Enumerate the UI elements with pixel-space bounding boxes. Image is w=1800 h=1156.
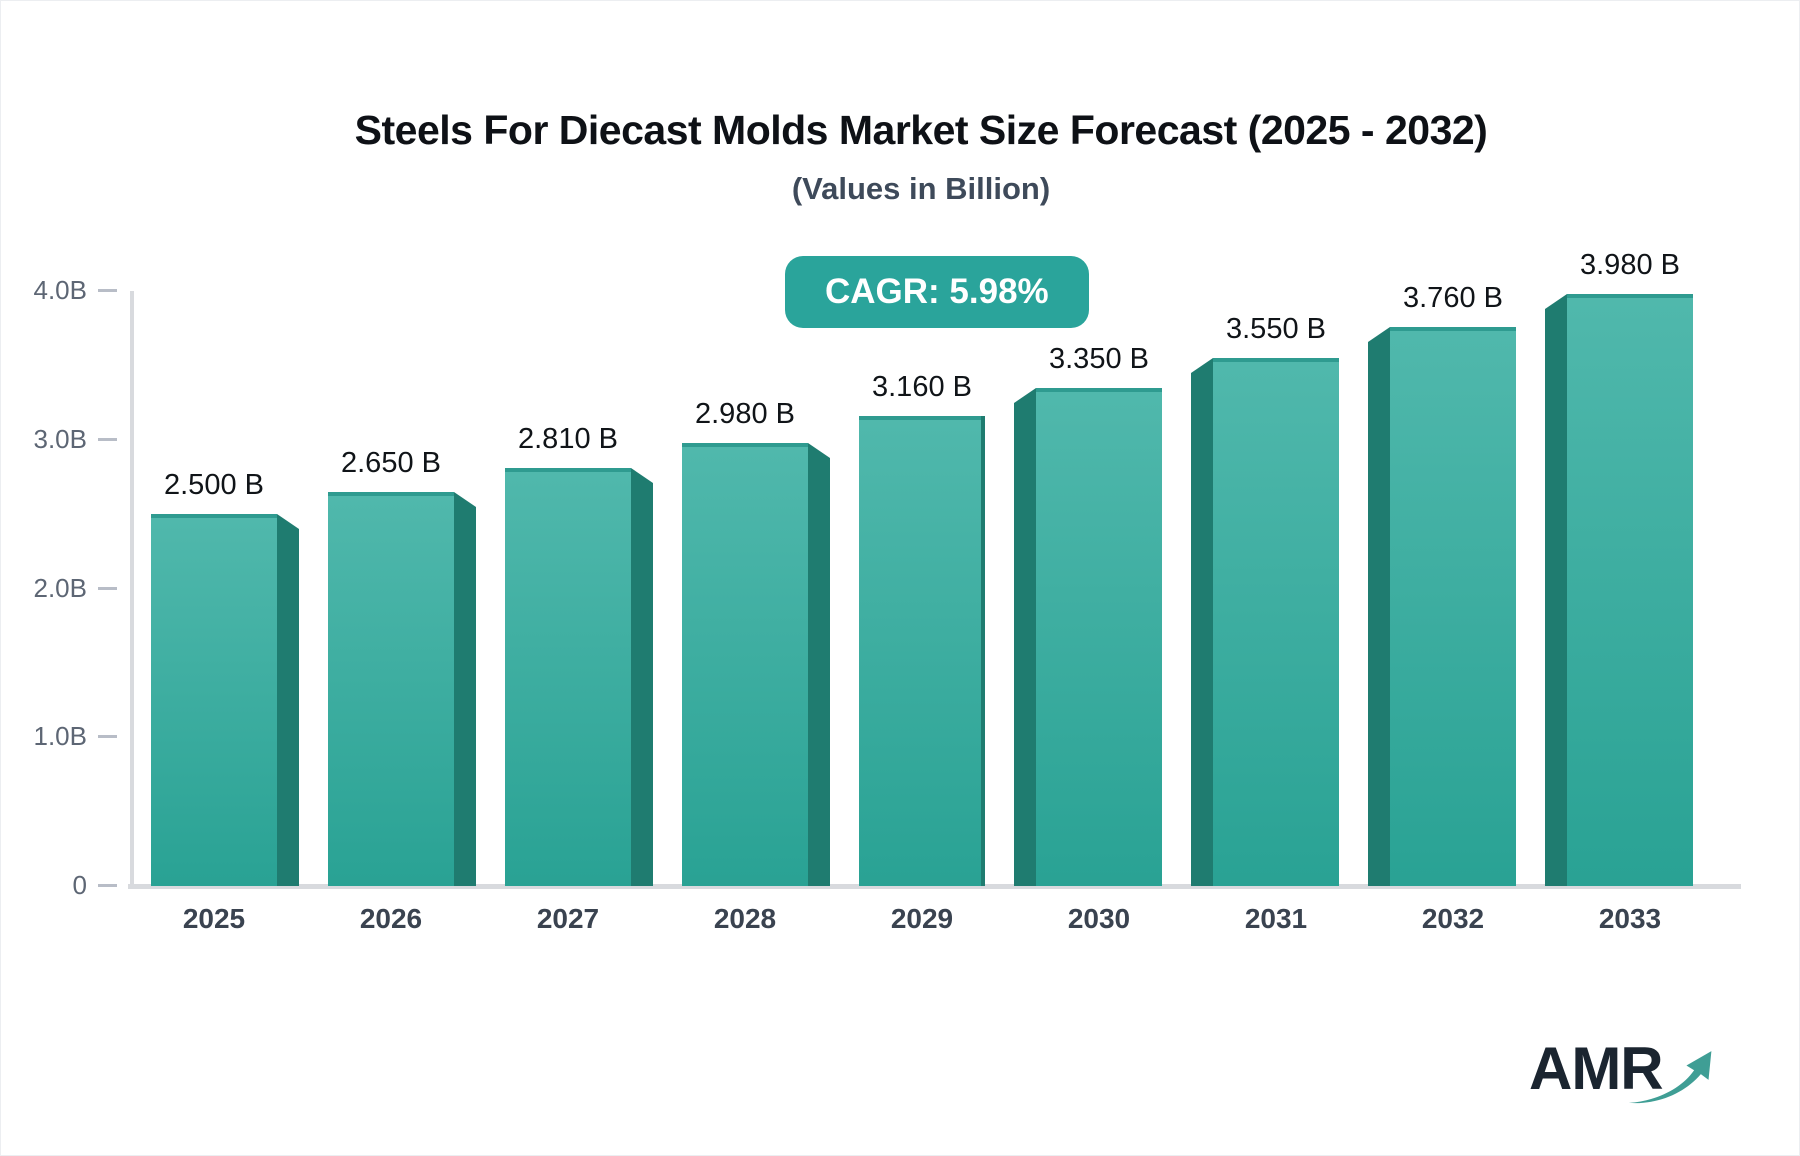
y-tick-label: 2.0B	[33, 572, 88, 603]
bar-front-face	[328, 492, 454, 886]
bar-side-face	[277, 514, 299, 886]
bar-front-face	[505, 468, 631, 886]
bar-front-face	[1036, 388, 1162, 886]
bar-side-face	[808, 443, 830, 886]
bar-side-face	[1545, 294, 1567, 886]
y-tick-label: 1.0B	[33, 721, 88, 752]
x-tick-label: 2028	[713, 903, 777, 934]
x-tick-label: 2026	[359, 903, 423, 934]
bar-value-label: 3.980 B	[1580, 249, 1680, 281]
bar-front-face	[1567, 294, 1693, 886]
y-tick-dash	[98, 884, 117, 887]
y-tick-dash	[98, 289, 117, 292]
bar-value-label: 3.760 B	[1403, 282, 1503, 314]
x-tick-label: 2029	[890, 903, 954, 934]
y-tick-label: 3.0B	[33, 423, 88, 454]
y-axis-line	[130, 291, 134, 886]
bar-front-face	[682, 443, 808, 886]
y-tick-dash	[98, 437, 117, 441]
x-tick-label: 2032	[1421, 903, 1485, 934]
y-tick-dash	[98, 586, 117, 590]
amr-logo: AMR	[1529, 1034, 1739, 1124]
trend-arrow-icon	[1628, 1051, 1712, 1104]
x-tick-label: 2027	[536, 903, 600, 934]
bar-front-face	[1390, 327, 1516, 886]
x-tick-label: 2033	[1598, 903, 1662, 934]
bar-value-label: 2.810 B	[518, 423, 618, 455]
cagr-badge: CAGR: 5.98%	[785, 256, 1089, 328]
x-axis-line	[128, 884, 1741, 889]
bar-value-label: 3.350 B	[1049, 343, 1149, 375]
bar-front-face	[1213, 358, 1339, 886]
bar-front-face	[151, 514, 277, 886]
y-tick-label: 0	[72, 870, 87, 900]
chart-subtitle: (Values in Billion)	[791, 171, 1051, 206]
bar-value-label: 2.500 B	[164, 469, 264, 501]
bar-front-face	[859, 416, 985, 886]
y-tick-dash	[98, 735, 117, 739]
y-tick-label: 4.0B	[33, 275, 88, 305]
amr-logo-text: AMR	[1529, 1035, 1664, 1102]
bar-side-face	[1014, 388, 1036, 886]
x-tick-label: 2030	[1067, 903, 1131, 934]
bar-side-face	[631, 468, 653, 886]
bar-side-face	[1368, 327, 1390, 886]
x-tick-label: 2031	[1244, 903, 1308, 934]
bar-side-face	[1191, 358, 1213, 886]
x-tick-label: 2025	[182, 903, 246, 934]
bar-value-label: 2.650 B	[341, 447, 441, 479]
bar-value-label: 3.160 B	[872, 371, 972, 403]
bar-value-label: 2.980 B	[695, 398, 795, 430]
chart-title: Steels For Diecast Molds Market Size For…	[354, 107, 1488, 153]
bar-side-face	[454, 492, 476, 886]
bar-value-label: 3.550 B	[1226, 313, 1326, 345]
